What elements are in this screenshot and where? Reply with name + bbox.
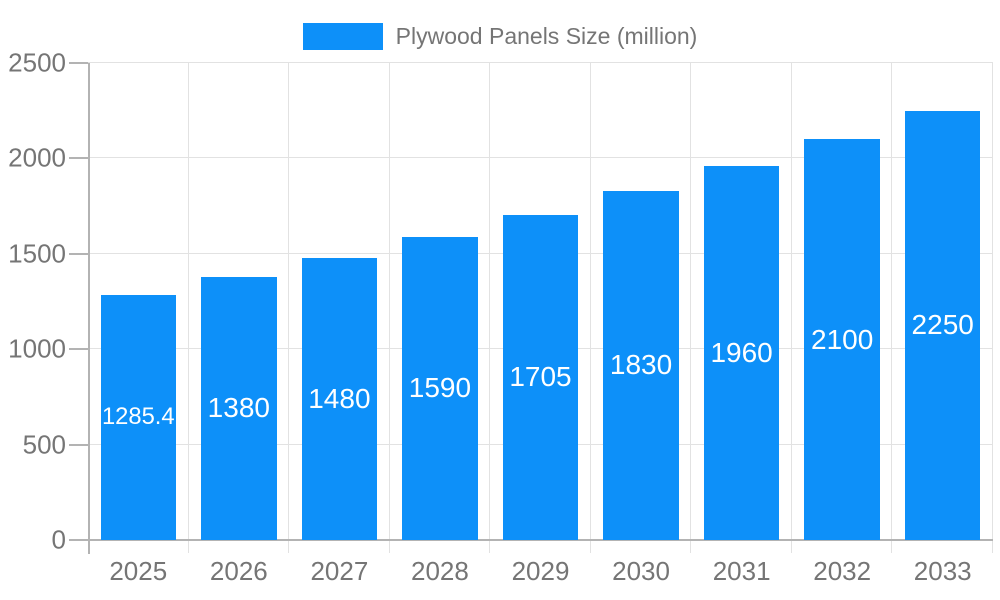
plot-area: 0 500 1000 1500 2000 2500 1285.4 2025 1380 2026 14… [8, 48, 993, 586]
legend-item[interactable]: Plywood Panels Size (million) [0, 22, 1000, 50]
gridline-vertical-5 [589, 63, 591, 553]
bar-value-label-2032: 2100 [811, 323, 874, 355]
y-axis-label-2500: 2500 [8, 47, 66, 78]
x-axis-label-2025: 2025 [109, 556, 168, 586]
legend-label: Plywood Panels Size (million) [395, 22, 698, 49]
bar-value-label-2026: 1380 [207, 392, 270, 424]
gridline-vertical-6 [690, 63, 692, 553]
y-axis-label-0: 0 [51, 524, 66, 555]
gridline-horizontal-2000 [88, 157, 993, 159]
legend-swatch-icon [302, 22, 383, 50]
x-axis-label-2030: 2030 [612, 556, 670, 586]
gridline-vertical-3 [388, 63, 390, 553]
gridline-vertical-2 [288, 63, 290, 553]
bar-2030[interactable]: 1830 [603, 190, 679, 540]
x-axis-label-2033: 2033 [913, 556, 972, 586]
x-axis-label-2032: 2032 [813, 556, 872, 586]
bar-value-label-2025: 1285.4 [101, 403, 175, 431]
y-axis-tick-2000 [69, 157, 88, 160]
bar-2029[interactable]: 1705 [502, 214, 579, 540]
gridline-vertical-4 [489, 63, 491, 553]
y-axis-label-1500: 1500 [8, 238, 66, 269]
bar-value-label-2027: 1480 [308, 382, 371, 414]
gridline-horizontal-2500 [88, 62, 993, 63]
x-axis-label-2031: 2031 [712, 556, 771, 586]
gridline-vertical-9 [992, 63, 993, 553]
x-axis-label-2026: 2026 [209, 556, 268, 586]
y-axis-tick-500 [69, 443, 88, 446]
y-axis-tick-1500 [69, 252, 88, 255]
bar-value-label-2033: 2250 [911, 309, 974, 341]
x-axis-label-2028: 2028 [411, 556, 469, 586]
y-axis-label-500: 500 [22, 429, 66, 460]
x-axis-label-2029: 2029 [511, 556, 570, 586]
x-axis-label-2027: 2027 [310, 556, 369, 586]
y-axis-tick-2500 [69, 62, 88, 64]
x-axis-line [88, 539, 993, 541]
y-axis-line [88, 63, 90, 554]
bar-value-label-2030: 1830 [609, 349, 673, 381]
bar-value-label-2029: 1705 [509, 361, 572, 393]
bar-2028[interactable]: 1590 [402, 236, 478, 540]
bar-2032[interactable]: 2100 [804, 139, 880, 540]
bar-value-label-2028: 1590 [408, 372, 472, 404]
gridline-vertical-8 [891, 63, 893, 553]
bar-2033[interactable]: 2250 [905, 110, 981, 540]
bar-2026[interactable]: 1380 [201, 276, 277, 540]
bar-value-label-2031: 1960 [710, 337, 773, 369]
bar-2025[interactable]: 1285.4 [100, 294, 176, 540]
y-axis-label-1000: 1000 [8, 333, 66, 364]
bar-2031[interactable]: 1960 [703, 166, 780, 540]
bar-2027[interactable]: 1480 [301, 257, 378, 540]
y-axis-label-2000: 2000 [8, 142, 66, 173]
y-axis-tick-1000 [69, 348, 88, 351]
gridline-vertical-7 [790, 63, 792, 553]
gridline-vertical-1 [187, 63, 189, 553]
y-axis-tick-0 [69, 539, 88, 541]
